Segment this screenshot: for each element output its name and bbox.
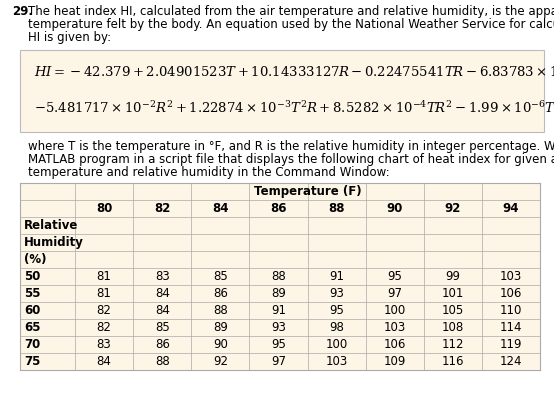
- Text: 84: 84: [155, 304, 170, 317]
- Text: 106: 106: [500, 287, 522, 300]
- Text: 109: 109: [383, 355, 406, 368]
- Text: 94: 94: [502, 202, 519, 215]
- Text: 55: 55: [24, 287, 40, 300]
- Text: The heat index HI, calculated from the air temperature and relative humidity, is: The heat index HI, calculated from the a…: [28, 5, 554, 18]
- Text: 119: 119: [500, 338, 522, 351]
- Text: 88: 88: [329, 202, 345, 215]
- Text: 99: 99: [445, 270, 460, 283]
- Text: 84: 84: [212, 202, 229, 215]
- Text: 86: 86: [270, 202, 286, 215]
- Text: Humidity: Humidity: [24, 236, 84, 249]
- Text: 108: 108: [442, 321, 464, 334]
- Text: Relative: Relative: [24, 219, 78, 232]
- Text: 103: 103: [325, 355, 348, 368]
- Text: where T is the temperature in °F, and R is the relative humidity in integer perc: where T is the temperature in °F, and R …: [28, 140, 554, 153]
- Text: 82: 82: [154, 202, 171, 215]
- Text: temperature and relative humidity in the Command Window:: temperature and relative humidity in the…: [28, 166, 389, 179]
- Text: 83: 83: [97, 338, 111, 351]
- Text: 86: 86: [213, 287, 228, 300]
- Text: 93: 93: [271, 321, 286, 334]
- Text: 106: 106: [383, 338, 406, 351]
- Text: 29.: 29.: [12, 5, 33, 18]
- Text: 97: 97: [387, 287, 402, 300]
- Text: 90: 90: [387, 202, 403, 215]
- Text: 81: 81: [96, 287, 111, 300]
- Text: 81: 81: [96, 270, 111, 283]
- Text: 89: 89: [213, 321, 228, 334]
- Text: 82: 82: [96, 321, 111, 334]
- Text: temperature felt by the body. An equation used by the National Weather Service f: temperature felt by the body. An equatio…: [28, 18, 554, 31]
- Text: 84: 84: [96, 355, 111, 368]
- Bar: [20, 183, 540, 370]
- Text: 70: 70: [24, 338, 40, 351]
- Text: 103: 103: [500, 270, 522, 283]
- Text: 100: 100: [383, 304, 406, 317]
- Text: 86: 86: [155, 338, 170, 351]
- Text: 95: 95: [387, 270, 402, 283]
- Text: 110: 110: [500, 304, 522, 317]
- Text: 92: 92: [445, 202, 461, 215]
- Text: (%): (%): [24, 253, 47, 266]
- Text: 85: 85: [155, 321, 170, 334]
- Text: 50: 50: [24, 270, 40, 283]
- Text: 112: 112: [442, 338, 464, 351]
- Text: 124: 124: [500, 355, 522, 368]
- Text: 88: 88: [213, 304, 228, 317]
- Text: 83: 83: [155, 270, 170, 283]
- Text: 91: 91: [271, 304, 286, 317]
- Text: 114: 114: [500, 321, 522, 334]
- FancyBboxPatch shape: [20, 50, 544, 132]
- Text: $- 5.481717 \times 10^{-2}R^2 + 1.22874 \times 10^{-3}T^2R + 8.5282 \times 10^{-: $- 5.481717 \times 10^{-2}R^2 + 1.22874 …: [34, 100, 554, 116]
- Text: 98: 98: [329, 321, 344, 334]
- Text: 65: 65: [24, 321, 40, 334]
- Text: 93: 93: [329, 287, 344, 300]
- Text: 95: 95: [329, 304, 344, 317]
- Text: 89: 89: [271, 287, 286, 300]
- Text: 100: 100: [325, 338, 348, 351]
- Text: 85: 85: [213, 270, 228, 283]
- Text: 92: 92: [213, 355, 228, 368]
- Text: 91: 91: [329, 270, 344, 283]
- Text: 60: 60: [24, 304, 40, 317]
- Text: HI is given by:: HI is given by:: [28, 31, 111, 44]
- Text: 88: 88: [155, 355, 170, 368]
- Text: 80: 80: [96, 202, 112, 215]
- Text: 97: 97: [271, 355, 286, 368]
- Text: 82: 82: [96, 304, 111, 317]
- Text: 105: 105: [442, 304, 464, 317]
- Text: 88: 88: [271, 270, 286, 283]
- Text: 90: 90: [213, 338, 228, 351]
- Text: 101: 101: [442, 287, 464, 300]
- Text: 116: 116: [442, 355, 464, 368]
- Text: 103: 103: [383, 321, 406, 334]
- Text: $HI = -42.379 + 2.04901523T + 10.14333127R - 0.22475541TR - 6.83783 \times 10^{-: $HI = -42.379 + 2.04901523T + 10.1433312…: [34, 64, 554, 80]
- Text: 75: 75: [24, 355, 40, 368]
- Text: 95: 95: [271, 338, 286, 351]
- Text: MATLAB program in a script file that displays the following chart of heat index : MATLAB program in a script file that dis…: [28, 153, 554, 166]
- Text: Temperature (F): Temperature (F): [254, 185, 361, 198]
- Text: 84: 84: [155, 287, 170, 300]
